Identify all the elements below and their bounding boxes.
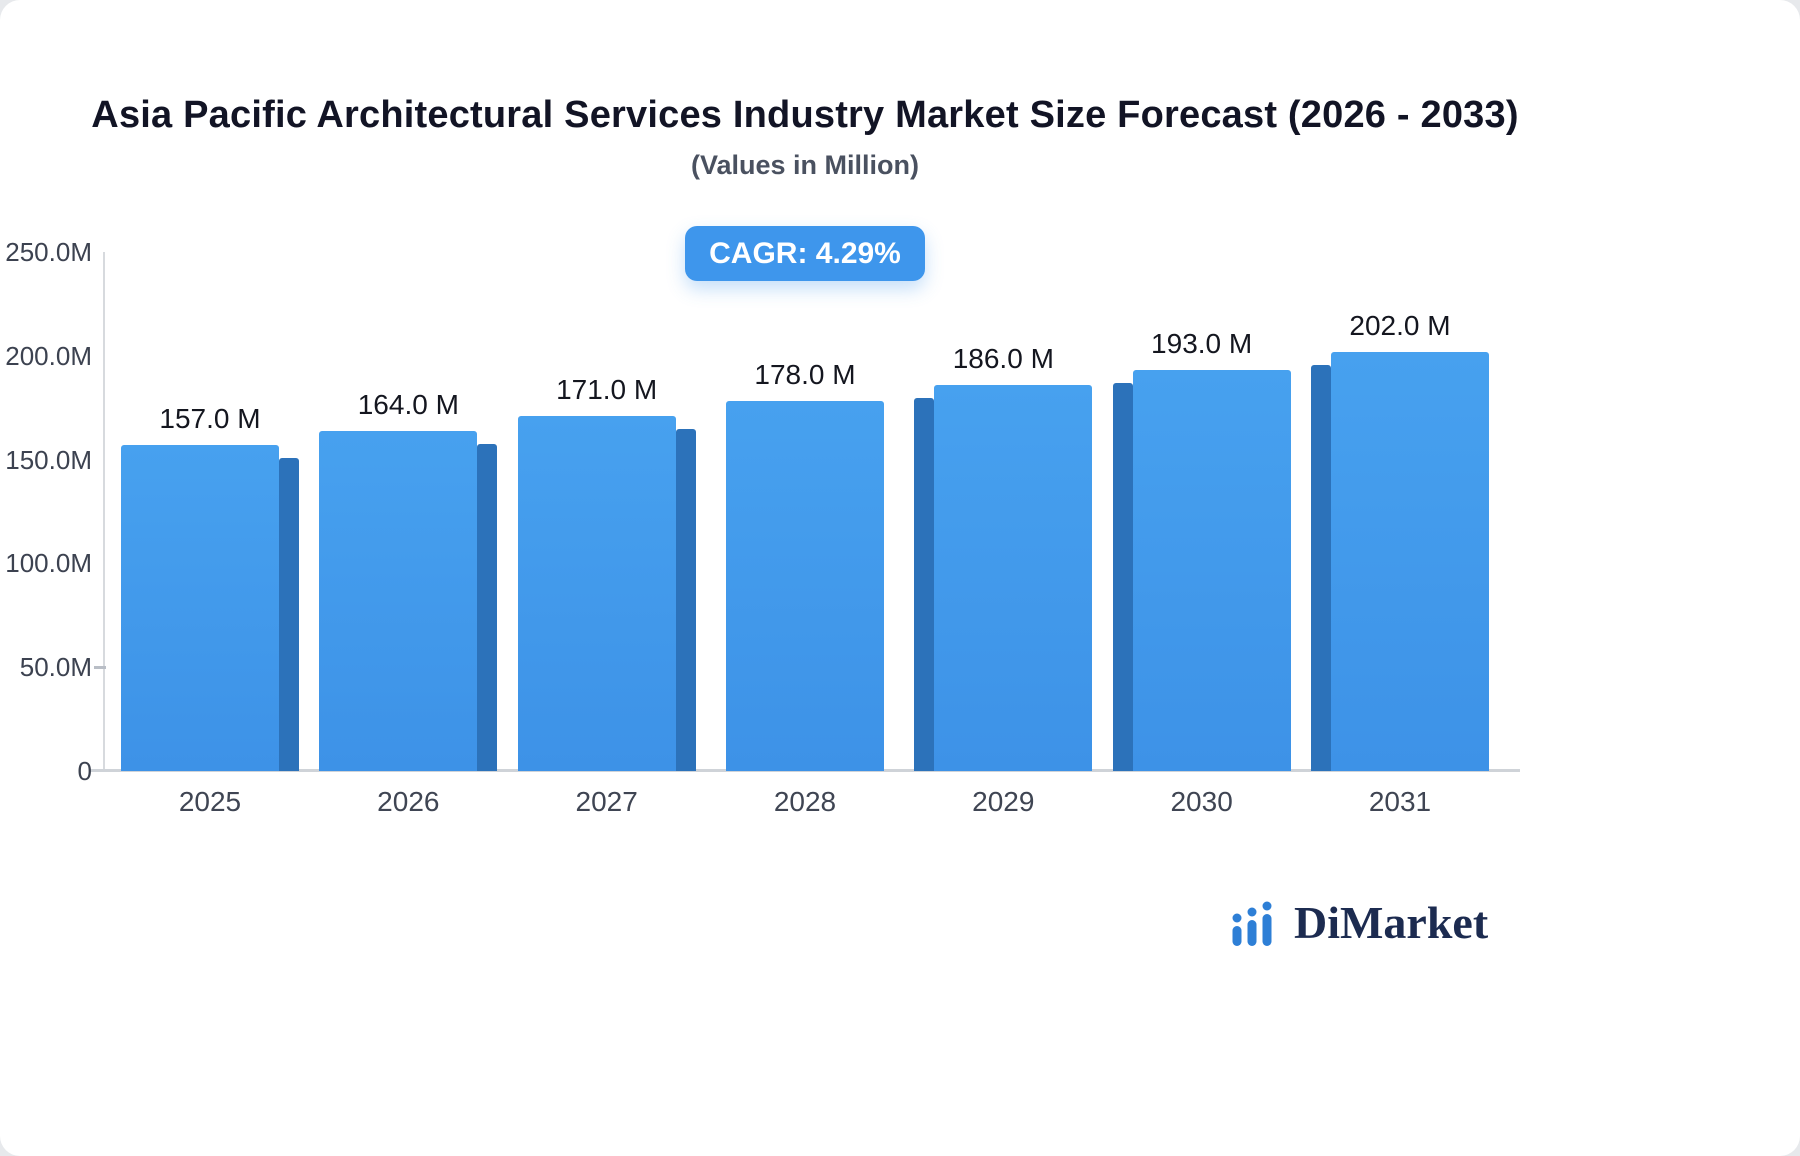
bar-2027[interactable]: 171.0 M [517,374,696,771]
chart-title: Asia Pacific Architectural Services Indu… [91,94,1519,136]
bar-2029[interactable]: 186.0 M [914,343,1093,771]
bar-value-label: 178.0 M [754,359,856,391]
bar-side-face [1112,383,1133,771]
y-axis-tick-50m [94,666,106,669]
bar-2031[interactable]: 202.0 M [1310,310,1489,771]
bar-front-face [1330,351,1489,771]
x-axis-label-2030: 2030 [1170,786,1233,817]
cagr-badge: CAGR: 4.29% [685,226,925,281]
y-axis-label-50.0M: 50.0M [19,652,92,683]
bar-value-label: 186.0 M [952,342,1054,374]
chart-subtitle: (Values in Million) [690,150,920,180]
bar-side-face [914,397,935,771]
x-axis-label-2027: 2027 [575,786,638,817]
bar-2030[interactable]: 193.0 M [1112,328,1291,771]
x-axis-label-2025: 2025 [178,786,242,817]
x-axis-label-2026: 2026 [377,786,440,817]
bar-value-label: 202.0 M [1349,309,1451,341]
x-axis-label-2028: 2028 [773,786,837,817]
x-axis-label-2031: 2031 [1368,786,1432,817]
bar-2026[interactable]: 164.0 M [319,389,498,771]
y-axis-label-100.0M: 100.0M [5,548,92,579]
bar-2028[interactable]: 178.0 M [716,359,894,771]
y-axis-label-250.0M: 250.0M [5,237,92,267]
y-axis-label-200.0M: 200.0M [5,340,92,371]
bar-front-face [319,430,478,771]
bar-2025[interactable]: 157.0 M [121,403,299,771]
bar-value-label: 193.0 M [1151,328,1253,360]
bar-value-label: 171.0 M [556,374,658,406]
y-axis-label-0: 0 [77,756,92,786]
bar-value-label: 157.0 M [159,403,261,435]
dimarket-logo-text: DiMarket [1294,897,1489,948]
bar-value-label: 164.0 M [357,388,459,420]
bar-front-face [934,384,1093,771]
bar-front-face [725,401,884,771]
bar-side-face [279,458,299,771]
x-axis-label-2029: 2029 [972,786,1035,817]
bar-front-face [517,416,676,771]
y-axis-label-150.0M: 150.0M [5,444,92,475]
bar-chart-icon [1232,901,1272,946]
bar-front-face [121,445,279,771]
bar-side-face [1310,364,1331,771]
dimarket-logo: DiMarket [1228,896,1488,950]
bar-side-face [675,429,696,771]
bar-front-face [1132,370,1291,771]
y-axis-line [103,252,105,771]
bar-side-face [477,443,498,771]
